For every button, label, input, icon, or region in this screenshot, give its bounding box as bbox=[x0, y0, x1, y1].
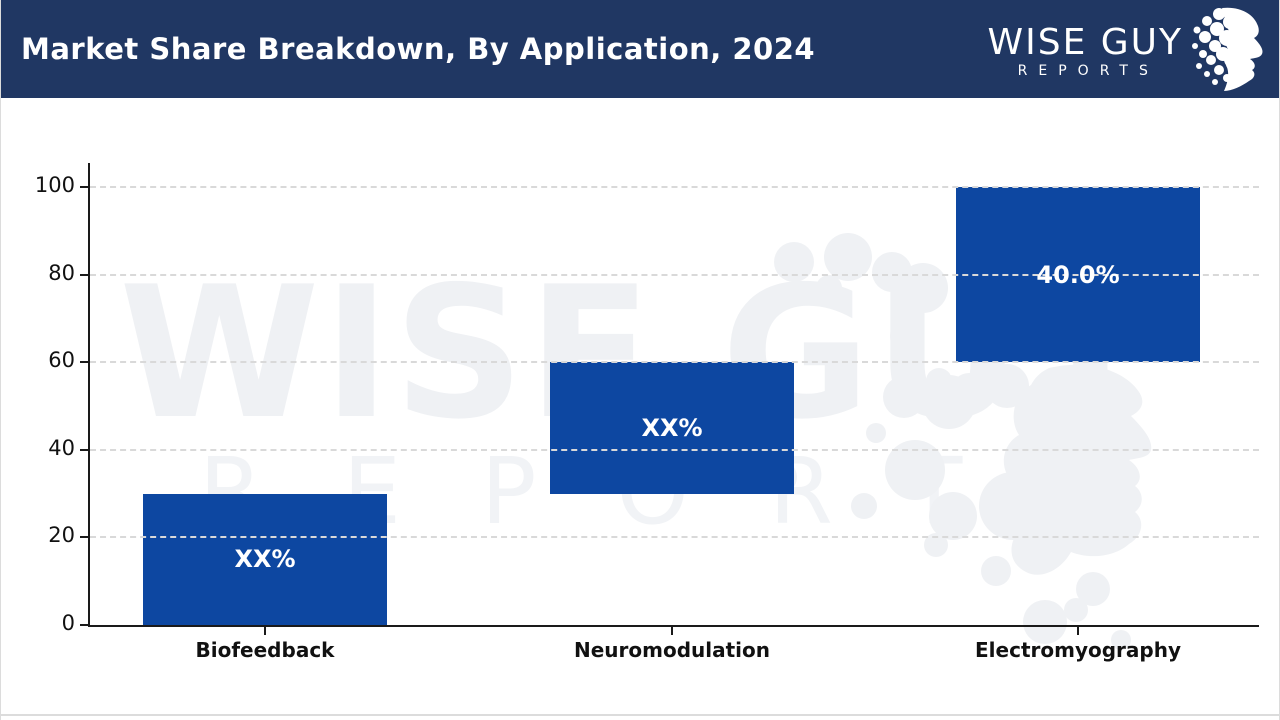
y-tick-label-100: 100 bbox=[34, 173, 75, 197]
x-category-label: Biofeedback bbox=[195, 638, 335, 662]
x-tick-2 bbox=[1077, 627, 1079, 635]
brand-logo-line1: WISE GUY bbox=[987, 21, 1183, 63]
y-tick-20 bbox=[80, 536, 88, 539]
x-axis bbox=[88, 625, 1259, 627]
x-tick-0 bbox=[264, 627, 266, 635]
y-tick-60 bbox=[80, 361, 88, 364]
gridline-60 bbox=[90, 361, 1259, 364]
x-tick-1 bbox=[671, 627, 673, 635]
y-tick-label-20: 20 bbox=[48, 523, 75, 548]
bar-biofeedback bbox=[143, 493, 387, 625]
bar-neuromodulation bbox=[550, 362, 794, 494]
y-tick-0 bbox=[80, 624, 88, 626]
footer-divider bbox=[1, 714, 1279, 716]
gridline-40 bbox=[90, 448, 1259, 451]
y-tick-label-60: 60 bbox=[48, 348, 75, 373]
bar-value-label: XX% bbox=[641, 413, 703, 442]
gridline-80 bbox=[90, 273, 1259, 276]
y-tick-40 bbox=[80, 448, 88, 451]
header-bar: Market Share Breakdown, By Application, … bbox=[1, 0, 1279, 98]
y-tick-label-40: 40 bbox=[48, 435, 75, 460]
y-tick-100 bbox=[80, 186, 88, 188]
brand-logo-text: WISE GUY REPORTS bbox=[988, 23, 1184, 80]
page-title: Market Share Breakdown, By Application, … bbox=[21, 32, 816, 66]
x-category-label: Neuromodulation bbox=[573, 638, 771, 662]
bar-value-label: 40.0% bbox=[1036, 260, 1120, 289]
y-axis bbox=[88, 163, 90, 627]
gridline-20 bbox=[90, 536, 1259, 539]
brand-head-icon bbox=[1189, 6, 1267, 96]
y-tick-80 bbox=[80, 273, 88, 276]
brand-logo-line2: REPORTS bbox=[1017, 63, 1159, 80]
y-tick-label-80: 80 bbox=[48, 260, 75, 285]
bar-value-label: XX% bbox=[234, 545, 296, 574]
y-tick-label-0: 0 bbox=[61, 611, 75, 635]
brand-logo: WISE GUY REPORTS bbox=[988, 6, 1268, 96]
gridline-100 bbox=[90, 186, 1259, 188]
x-category-label: Electromyography bbox=[975, 638, 1181, 662]
